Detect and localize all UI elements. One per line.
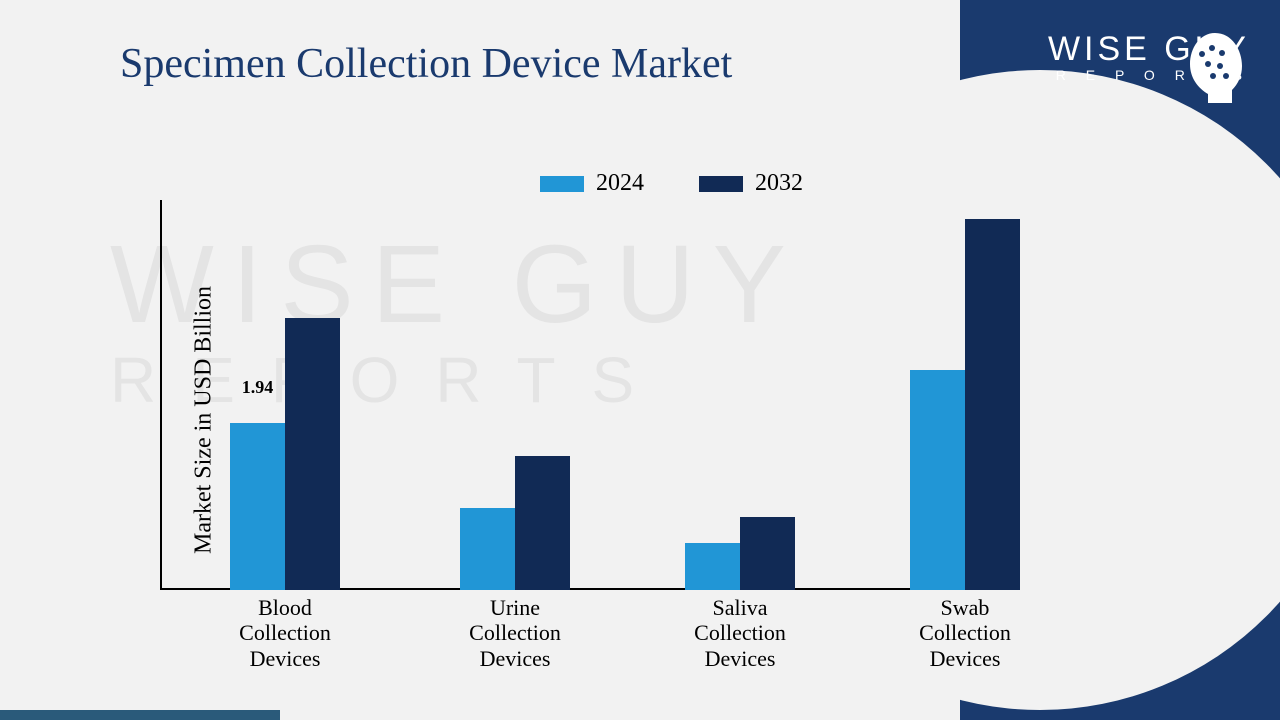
legend-swatch-2024 — [540, 176, 584, 192]
bar-group — [220, 318, 350, 590]
bar-group — [900, 219, 1030, 590]
bar — [910, 370, 965, 590]
legend-label-2032: 2032 — [755, 170, 803, 197]
category-label: SalivaCollectionDevices — [665, 595, 815, 671]
legend-label-2024: 2024 — [596, 170, 644, 197]
bar — [285, 318, 340, 590]
bar — [685, 543, 740, 590]
legend-item-2032: 2032 — [699, 170, 803, 197]
category-label: SwabCollectionDevices — [890, 595, 1040, 671]
legend: 2024 2032 — [540, 170, 803, 197]
y-axis-line — [160, 200, 162, 590]
bar — [965, 219, 1020, 590]
bar-group — [675, 517, 805, 590]
category-label: UrineCollectionDevices — [440, 595, 590, 671]
canvas: WISE GUY R E P O R T S Specimen Collecti… — [0, 0, 1280, 720]
bar — [515, 456, 570, 590]
bar — [460, 508, 515, 590]
legend-swatch-2032 — [699, 176, 743, 192]
brand-head-icon — [1180, 28, 1250, 108]
bar-value-label: 1.94 — [242, 377, 274, 398]
category-label: BloodCollectionDevices — [210, 595, 360, 671]
legend-item-2024: 2024 — [540, 170, 644, 197]
plot-area: 1.94 BloodCollectionDevicesUrineCollecti… — [160, 200, 980, 590]
bar-group — [450, 456, 580, 590]
bar — [230, 423, 285, 590]
bar — [740, 517, 795, 590]
bar-chart: Market Size in USD Billion 2024 2032 1.9… — [60, 170, 1000, 670]
chart-title: Specimen Collection Device Market — [120, 40, 732, 88]
bottom-accent-bar — [0, 710, 280, 720]
